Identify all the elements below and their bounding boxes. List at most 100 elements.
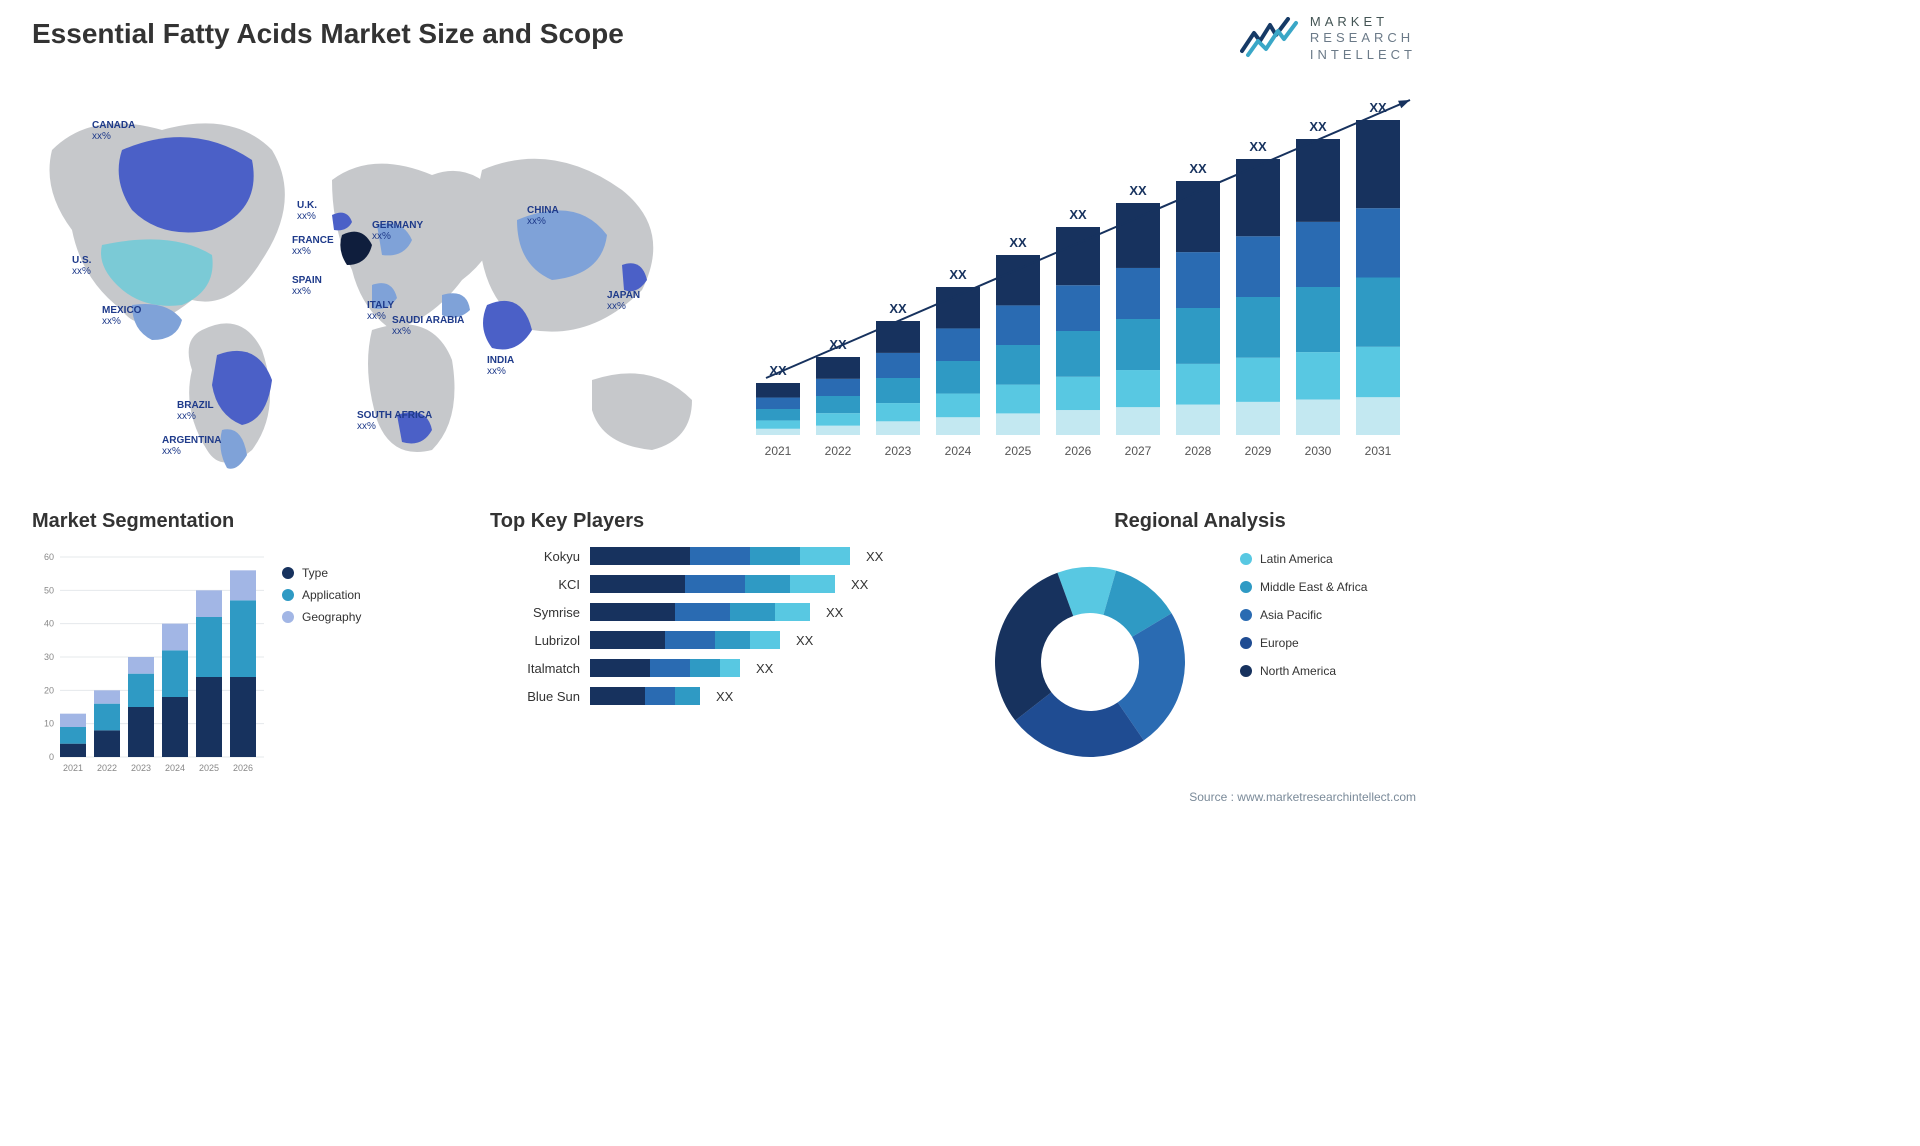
svg-text:20: 20 — [44, 685, 54, 695]
svg-text:2023: 2023 — [885, 444, 912, 458]
svg-text:60: 60 — [44, 552, 54, 562]
player-row: KCI XX — [490, 575, 950, 593]
svg-text:XX: XX — [1129, 183, 1147, 198]
regional-panel: Regional Analysis Latin America Middle Ea… — [980, 510, 1420, 767]
regional-title: Regional Analysis — [980, 510, 1420, 533]
regional-legend-item: Latin America — [1240, 552, 1367, 566]
svg-text:10: 10 — [44, 719, 54, 729]
map-callout: MEXICOxx% — [102, 305, 141, 327]
map-callout: SPAINxx% — [292, 275, 322, 297]
map-callout: U.K.xx% — [297, 200, 317, 222]
players-rows: KokyuXXKCIXXSymriseXXLubrizolXXItalmatch… — [490, 547, 950, 705]
regional-legend-item: Asia Pacific — [1240, 608, 1367, 622]
player-row: Lubrizol XX — [490, 631, 950, 649]
player-row: Blue Sun XX — [490, 687, 950, 705]
main-bar-svg: XX 2021 XX 2022 XX 2023 XX 2024 XX 2025 XX 2026 XX 20… — [756, 85, 1416, 475]
svg-text:XX: XX — [889, 301, 907, 316]
player-value: XX — [796, 633, 813, 648]
segmentation-chart-svg: 0 10 20 30 40 50 60 2021 2022 2023 2024 2025 2026 — [32, 547, 272, 777]
player-value: XX — [716, 689, 733, 704]
player-label: Blue Sun — [490, 689, 580, 704]
segmentation-legend-item: Application — [282, 588, 361, 602]
svg-text:2023: 2023 — [131, 763, 151, 773]
svg-text:2022: 2022 — [825, 444, 852, 458]
segmentation-legend-item: Type — [282, 566, 361, 580]
player-label: KCI — [490, 577, 580, 592]
svg-text:2025: 2025 — [199, 763, 219, 773]
donut-svg — [980, 547, 1220, 767]
svg-text:XX: XX — [1249, 139, 1267, 154]
player-label: Symrise — [490, 605, 580, 620]
map-callout: CHINAxx% — [527, 205, 559, 227]
svg-text:XX: XX — [1309, 119, 1327, 134]
player-bar — [590, 631, 780, 649]
player-bar — [590, 659, 740, 677]
regional-legend-item: Europe — [1240, 636, 1367, 650]
svg-text:2026: 2026 — [233, 763, 253, 773]
logo-text-line1: MARKET — [1310, 14, 1416, 30]
player-label: Kokyu — [490, 549, 580, 564]
main-forecast-bar-chart: XX 2021 XX 2022 XX 2023 XX 2024 XX 2025 XX 2026 XX 20… — [756, 85, 1416, 475]
svg-text:XX: XX — [1009, 235, 1027, 250]
svg-text:0: 0 — [49, 752, 54, 762]
map-callout: JAPANxx% — [607, 290, 640, 312]
world-map-zone: CANADAxx% U.S.xx% MEXICOxx% BRAZILxx% ARGENT… — [32, 80, 722, 480]
player-label: Italmatch — [490, 661, 580, 676]
map-callout: CANADAxx% — [92, 120, 135, 142]
svg-text:2024: 2024 — [945, 444, 972, 458]
map-callout: SAUDI ARABIAxx% — [392, 315, 464, 337]
svg-text:XX: XX — [1069, 207, 1087, 222]
segmentation-panel: Market Segmentation 0 10 20 30 40 50 60 2021 202… — [32, 510, 452, 782]
player-value: XX — [826, 605, 843, 620]
svg-text:2031: 2031 — [1365, 444, 1392, 458]
map-callout: BRAZILxx% — [177, 400, 214, 422]
players-panel: Top Key Players KokyuXXKCIXXSymriseXXLub… — [490, 510, 950, 715]
player-bar — [590, 575, 835, 593]
map-callout: ARGENTINAxx% — [162, 435, 221, 457]
player-value: XX — [866, 549, 883, 564]
svg-text:2029: 2029 — [1245, 444, 1272, 458]
svg-text:2024: 2024 — [165, 763, 185, 773]
brand-logo: MARKET RESEARCH INTELLECT — [1240, 14, 1416, 63]
svg-text:XX: XX — [1189, 161, 1207, 176]
segmentation-legend: Type Application Geography — [282, 566, 361, 632]
page-title: Essential Fatty Acids Market Size and Sc… — [32, 18, 624, 50]
map-callout: U.S.xx% — [72, 255, 91, 277]
map-callout: FRANCExx% — [292, 235, 334, 257]
map-callout: SOUTH AFRICAxx% — [357, 410, 432, 432]
svg-text:40: 40 — [44, 619, 54, 629]
regional-legend-item: Middle East & Africa — [1240, 580, 1367, 594]
player-bar — [590, 603, 810, 621]
svg-text:2030: 2030 — [1305, 444, 1332, 458]
player-row: Italmatch XX — [490, 659, 950, 677]
regional-legend: Latin America Middle East & Africa Asia Pa… — [1240, 552, 1367, 692]
player-row: Kokyu XX — [490, 547, 950, 565]
logo-icon — [1240, 17, 1300, 59]
svg-text:50: 50 — [44, 585, 54, 595]
player-bar — [590, 547, 850, 565]
player-value: XX — [851, 577, 868, 592]
player-label: Lubrizol — [490, 633, 580, 648]
logo-text-line3: INTELLECT — [1310, 47, 1416, 63]
segmentation-legend-item: Geography — [282, 610, 361, 624]
players-title: Top Key Players — [490, 510, 950, 533]
source-text: Source : www.marketresearchintellect.com — [1189, 790, 1416, 804]
map-callout: INDIAxx% — [487, 355, 514, 377]
svg-text:2021: 2021 — [63, 763, 83, 773]
logo-text-line2: RESEARCH — [1310, 30, 1416, 46]
svg-text:2021: 2021 — [765, 444, 792, 458]
map-callout: ITALYxx% — [367, 300, 394, 322]
svg-text:30: 30 — [44, 652, 54, 662]
svg-text:2027: 2027 — [1125, 444, 1152, 458]
player-row: Symrise XX — [490, 603, 950, 621]
svg-text:XX: XX — [949, 267, 967, 282]
player-bar — [590, 687, 700, 705]
svg-text:2028: 2028 — [1185, 444, 1212, 458]
segmentation-title: Market Segmentation — [32, 510, 452, 533]
regional-legend-item: North America — [1240, 664, 1367, 678]
svg-text:2026: 2026 — [1065, 444, 1092, 458]
svg-text:2022: 2022 — [97, 763, 117, 773]
map-callout: GERMANYxx% — [372, 220, 423, 242]
svg-text:2025: 2025 — [1005, 444, 1032, 458]
player-value: XX — [756, 661, 773, 676]
